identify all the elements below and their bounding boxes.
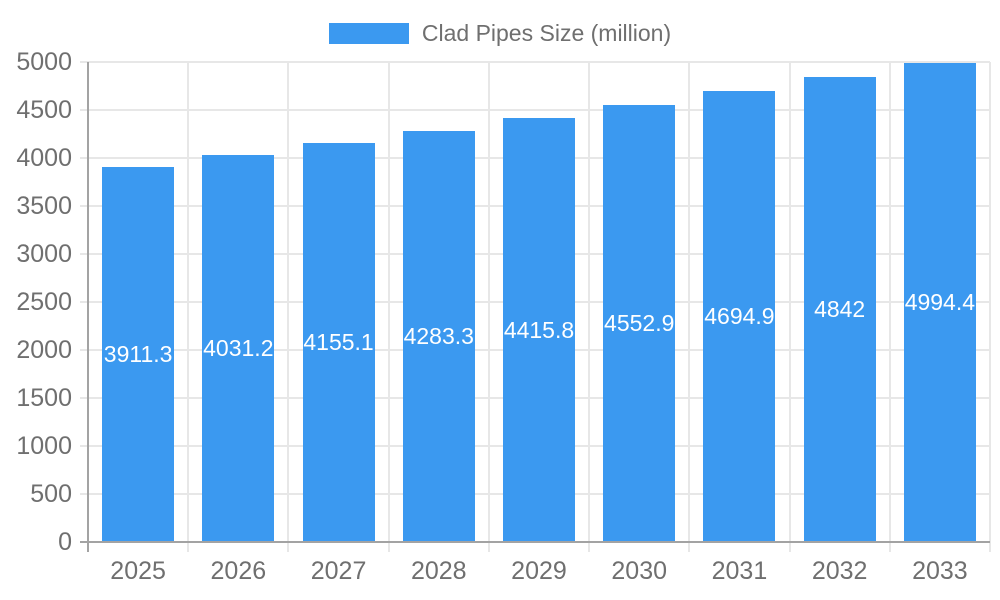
bar[interactable]: 4994.4 [903, 62, 976, 542]
bar-value-label: 4994.4 [904, 288, 976, 315]
y-axis-tick-label: 1000 [16, 432, 72, 460]
x-axis-tick-label: 2030 [611, 557, 668, 585]
bar-value-label: 4552.9 [604, 309, 675, 336]
x-axis-tick-label: 2027 [310, 557, 367, 585]
gridline-vertical [788, 62, 791, 552]
gridline-vertical [989, 62, 991, 552]
y-axis-tick-label: 3000 [16, 240, 72, 268]
x-axis-tick-label: 2028 [410, 557, 467, 585]
gridline-horizontal [80, 109, 990, 111]
bar-value-label: 4694.9 [704, 303, 775, 330]
legend-swatch[interactable] [328, 22, 409, 44]
x-axis-tick-label: 2029 [511, 557, 567, 585]
x-axis-tick-label: 2026 [210, 557, 267, 585]
y-axis-tick-label: 2500 [16, 288, 72, 316]
bar[interactable]: 4415.8 [503, 118, 575, 542]
gridline-horizontal [80, 61, 990, 63]
bar[interactable]: 4155.1 [302, 143, 375, 542]
gridline-vertical [287, 62, 290, 552]
gridline-vertical [387, 62, 390, 552]
y-axis-tick-label: 5000 [16, 48, 72, 76]
bar[interactable]: 4283.3 [402, 130, 475, 542]
y-axis-tick-label: 1500 [16, 384, 72, 412]
x-axis-tick-label: 2032 [811, 557, 868, 585]
legend[interactable]: Clad Pipes Size (million) [0, 20, 1000, 46]
bar-value-label: 4031.2 [203, 335, 274, 361]
legend-label: Clad Pipes Size (million) [421, 20, 672, 46]
y-axis-tick-label: 3500 [16, 192, 72, 220]
bar-value-label: 3911.3 [103, 340, 173, 367]
bar[interactable]: 4552.9 [603, 104, 676, 542]
y-axis-tick-label: 500 [30, 480, 72, 508]
gridline-vertical [187, 62, 190, 552]
gridline-vertical [588, 62, 591, 552]
bar-value-label: 4155.1 [303, 329, 374, 356]
bar[interactable]: 4694.9 [703, 91, 776, 542]
x-axis-tick-label: 2031 [711, 557, 768, 585]
x-axis-tick-label: 2025 [110, 557, 166, 585]
gridline-vertical [688, 62, 691, 552]
y-axis-tick-label: 0 [58, 528, 72, 556]
bar-value-label: 4415.8 [503, 316, 575, 343]
plot-area: 0 500 1000 1500 2000 2500 3000 3500 4000 4500 5000… [16, 48, 991, 585]
bar[interactable]: 3911.3 [102, 166, 175, 542]
y-axis-tick-label: 2000 [16, 336, 72, 364]
bar-value-label: 4842 [814, 296, 866, 323]
x-axis-tick-label: 2033 [912, 557, 968, 585]
y-axis-line [87, 62, 89, 552]
gridline-vertical [487, 62, 490, 552]
x-axis-line [80, 541, 990, 543]
y-axis-tick-label: 4000 [16, 144, 72, 172]
bar[interactable]: 4842 [803, 77, 876, 542]
y-axis-tick-label: 4500 [16, 96, 72, 124]
gridline-vertical [888, 62, 891, 552]
bar[interactable]: 4031.2 [202, 155, 275, 542]
bar-value-label: 4283.3 [403, 322, 474, 349]
